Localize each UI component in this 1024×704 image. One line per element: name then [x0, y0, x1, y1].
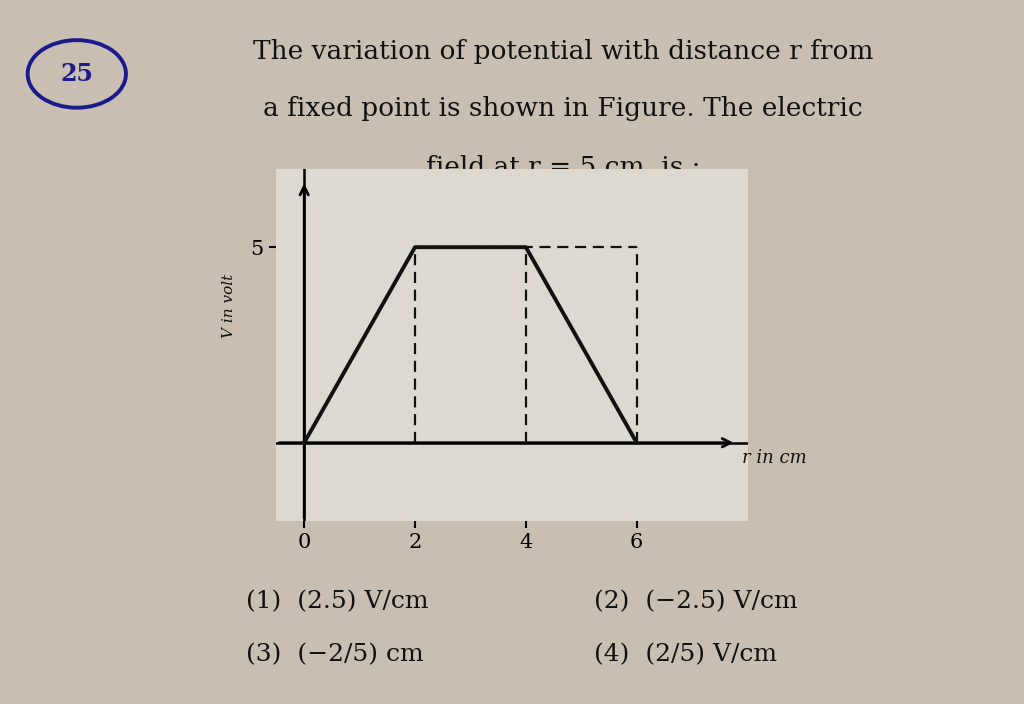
Text: (2)  (−2.5) V/cm: (2) (−2.5) V/cm	[594, 591, 798, 613]
Text: The variation of potential with distance r from: The variation of potential with distance…	[253, 39, 873, 64]
Text: a fixed point is shown in Figure. The electric: a fixed point is shown in Figure. The el…	[263, 96, 863, 122]
Text: r in cm: r in cm	[742, 448, 807, 467]
Text: (1)  (2.5) V/cm: (1) (2.5) V/cm	[246, 591, 428, 613]
Text: 25: 25	[60, 62, 93, 86]
Text: V in volt: V in volt	[222, 274, 237, 338]
Text: field at r = 5 cm, is :: field at r = 5 cm, is :	[426, 154, 700, 180]
Text: (3)  (−2/5) cm: (3) (−2/5) cm	[246, 643, 423, 666]
Text: (4)  (2/5) V/cm: (4) (2/5) V/cm	[594, 643, 777, 666]
